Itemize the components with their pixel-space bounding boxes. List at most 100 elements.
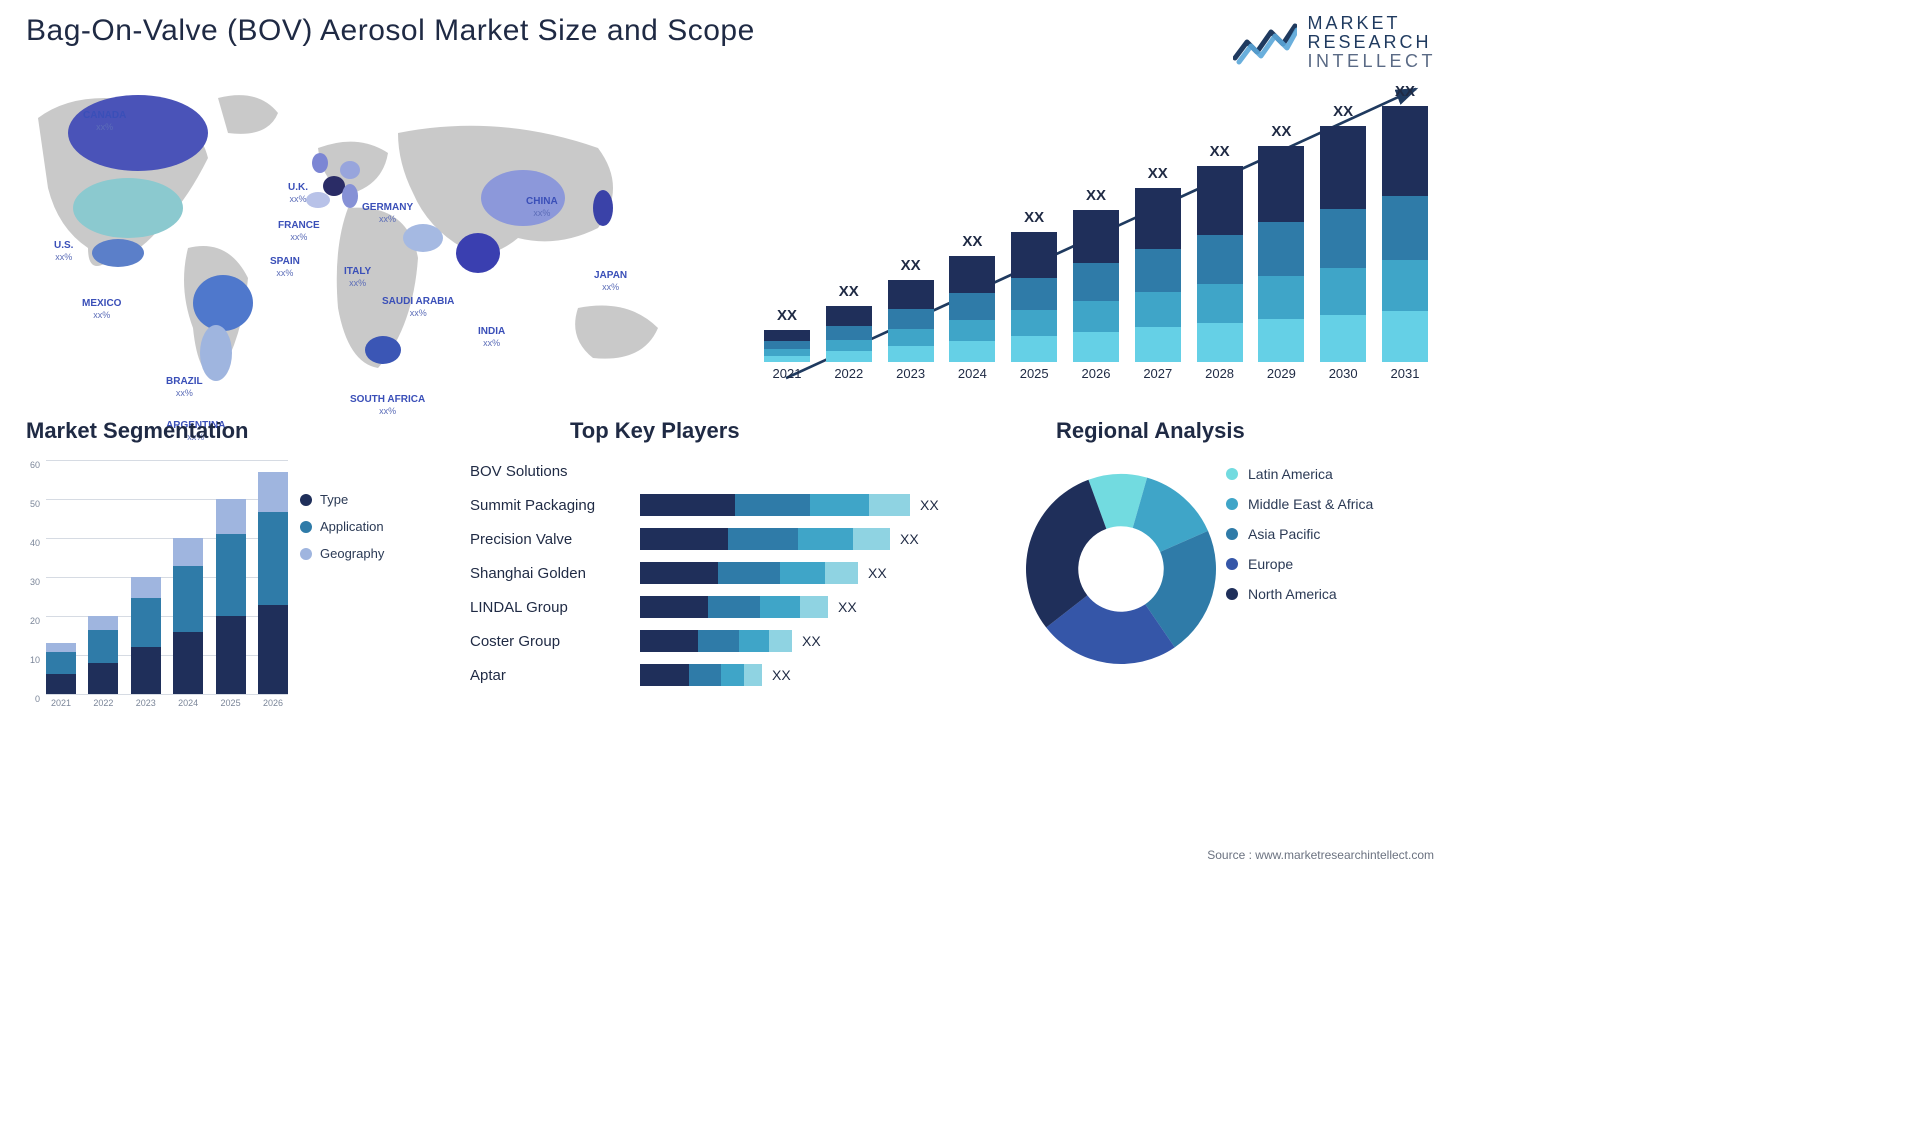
- seg-bar-segment: [88, 630, 118, 663]
- map-country: [92, 239, 144, 267]
- year-label: 2021: [760, 366, 814, 388]
- bar-segment: [764, 341, 810, 349]
- player-bar: [640, 596, 828, 618]
- player-bar-segment: [780, 562, 826, 584]
- map-country: [323, 176, 345, 196]
- regional-donut-panel: Latin AmericaMiddle East & AfricaAsia Pa…: [1016, 456, 1436, 716]
- year-label: 2022: [822, 366, 876, 388]
- legend-label: Europe: [1248, 556, 1293, 572]
- map-country: [312, 153, 328, 173]
- player-bar-segment: [853, 528, 891, 550]
- map-label: CANADAxx%: [83, 110, 126, 132]
- bar-value-label: XX: [1148, 165, 1168, 182]
- year-label: 2024: [945, 366, 999, 388]
- bar-segment: [1135, 327, 1181, 362]
- y-tick: 60: [30, 460, 40, 470]
- bar-value-label: XX: [839, 283, 859, 300]
- player-row: AptarXX: [470, 660, 960, 690]
- map-label: JAPANxx%: [594, 270, 627, 292]
- year-label: 2028: [1193, 366, 1247, 388]
- bar-value-label: XX: [1210, 143, 1230, 160]
- legend-label: Application: [320, 519, 384, 534]
- bar-segment: [888, 280, 934, 309]
- segmentation-chart: 0102030405060 202120222023202420252026 T…: [18, 456, 418, 716]
- legend-label: Middle East & Africa: [1248, 496, 1373, 512]
- legend-swatch: [1226, 498, 1238, 510]
- world-map-panel: CANADAxx%U.S.xx%MEXICOxx%BRAZILxx%ARGENT…: [18, 78, 718, 388]
- player-bar-segment: [640, 528, 728, 550]
- bar-segment: [826, 306, 872, 326]
- main-bar: XX: [1131, 165, 1185, 362]
- bar-segment: [1382, 196, 1428, 260]
- bar-segment: [1320, 126, 1366, 209]
- map-country: [342, 184, 358, 208]
- map-label: SAUDI ARABIAxx%: [382, 296, 454, 318]
- segmentation-legend: TypeApplicationGeography: [300, 492, 418, 573]
- main-bar: XX: [1378, 83, 1432, 362]
- main-bar: XX: [1254, 123, 1308, 362]
- legend-item: Application: [300, 519, 418, 534]
- bar-segment: [1320, 268, 1366, 315]
- seg-bar-segment: [216, 499, 246, 534]
- bar-segment: [1197, 284, 1243, 323]
- bar-segment: [1197, 323, 1243, 362]
- logo-icon: [1233, 18, 1297, 66]
- bar-segment: [1258, 146, 1304, 222]
- player-bar-segment: [728, 528, 798, 550]
- player-bar-segment: [810, 494, 869, 516]
- legend-swatch: [300, 548, 312, 560]
- map-country: [593, 190, 613, 226]
- player-bar: [640, 630, 792, 652]
- seg-bar-segment: [131, 577, 161, 598]
- player-value-label: XX: [838, 599, 857, 615]
- map-label: MEXICOxx%: [82, 298, 121, 320]
- player-name: Coster Group: [470, 633, 640, 650]
- legend-swatch: [300, 521, 312, 533]
- map-country: [306, 192, 330, 208]
- map-label: CHINAxx%: [526, 196, 558, 218]
- year-label: 2026: [1069, 366, 1123, 388]
- year-label: 2030: [1316, 366, 1370, 388]
- player-bar-segment: [640, 596, 708, 618]
- seg-bar: [173, 538, 203, 694]
- map-country: [200, 325, 232, 381]
- seg-bar: [88, 616, 118, 694]
- legend-swatch: [1226, 558, 1238, 570]
- player-name: Summit Packaging: [470, 497, 640, 514]
- player-name: BOV Solutions: [470, 463, 640, 480]
- player-bar-segment: [769, 630, 792, 652]
- main-bar: XX: [760, 307, 814, 362]
- seg-x-label: 2021: [46, 698, 76, 716]
- seg-x-label: 2023: [131, 698, 161, 716]
- player-value-label: XX: [802, 633, 821, 649]
- bar-value-label: XX: [1086, 187, 1106, 204]
- player-row: Coster Group XX: [470, 626, 960, 656]
- map-label: U.K.xx%: [288, 182, 308, 204]
- brand-logo: MARKET RESEARCH INTELLECT: [1233, 14, 1436, 71]
- legend-label: North America: [1248, 586, 1337, 602]
- bar-value-label: XX: [1271, 123, 1291, 140]
- player-row: Shanghai GoldenXX: [470, 558, 960, 588]
- bar-segment: [949, 341, 995, 362]
- main-bar: XX: [884, 257, 938, 362]
- y-tick: 50: [30, 499, 40, 509]
- legend-swatch: [1226, 528, 1238, 540]
- bar-segment: [949, 293, 995, 320]
- map-country: [73, 178, 183, 238]
- main-bar: XX: [945, 233, 999, 362]
- player-row: Precision ValveXX: [470, 524, 960, 554]
- player-bar-segment: [825, 562, 858, 584]
- logo-text: MARKET RESEARCH INTELLECT: [1307, 14, 1436, 71]
- seg-x-label: 2022: [88, 698, 118, 716]
- map-country: [365, 336, 401, 364]
- donut-legend-item: Asia Pacific: [1226, 526, 1436, 542]
- seg-bar-segment: [173, 632, 203, 694]
- map-label: ITALYxx%: [344, 266, 371, 288]
- player-bar-segment: [744, 664, 762, 686]
- bar-segment: [1011, 278, 1057, 311]
- legend-swatch: [1226, 588, 1238, 600]
- bar-segment: [1011, 232, 1057, 278]
- year-label: 2023: [884, 366, 938, 388]
- player-bar-segment: [708, 596, 761, 618]
- seg-x-label: 2024: [173, 698, 203, 716]
